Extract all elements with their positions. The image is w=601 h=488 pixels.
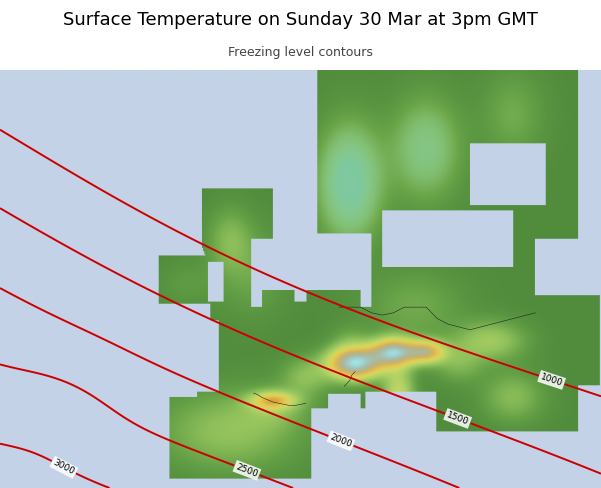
Text: Surface Temperature on Sunday 30 Mar at 3pm GMT: Surface Temperature on Sunday 30 Mar at … bbox=[63, 11, 538, 29]
Text: Freezing level contours: Freezing level contours bbox=[228, 46, 373, 59]
Text: 2500: 2500 bbox=[234, 462, 259, 479]
Text: 3000: 3000 bbox=[52, 458, 76, 477]
Text: 2000: 2000 bbox=[329, 432, 353, 449]
Text: 1000: 1000 bbox=[539, 372, 564, 388]
Text: 1500: 1500 bbox=[445, 410, 470, 427]
